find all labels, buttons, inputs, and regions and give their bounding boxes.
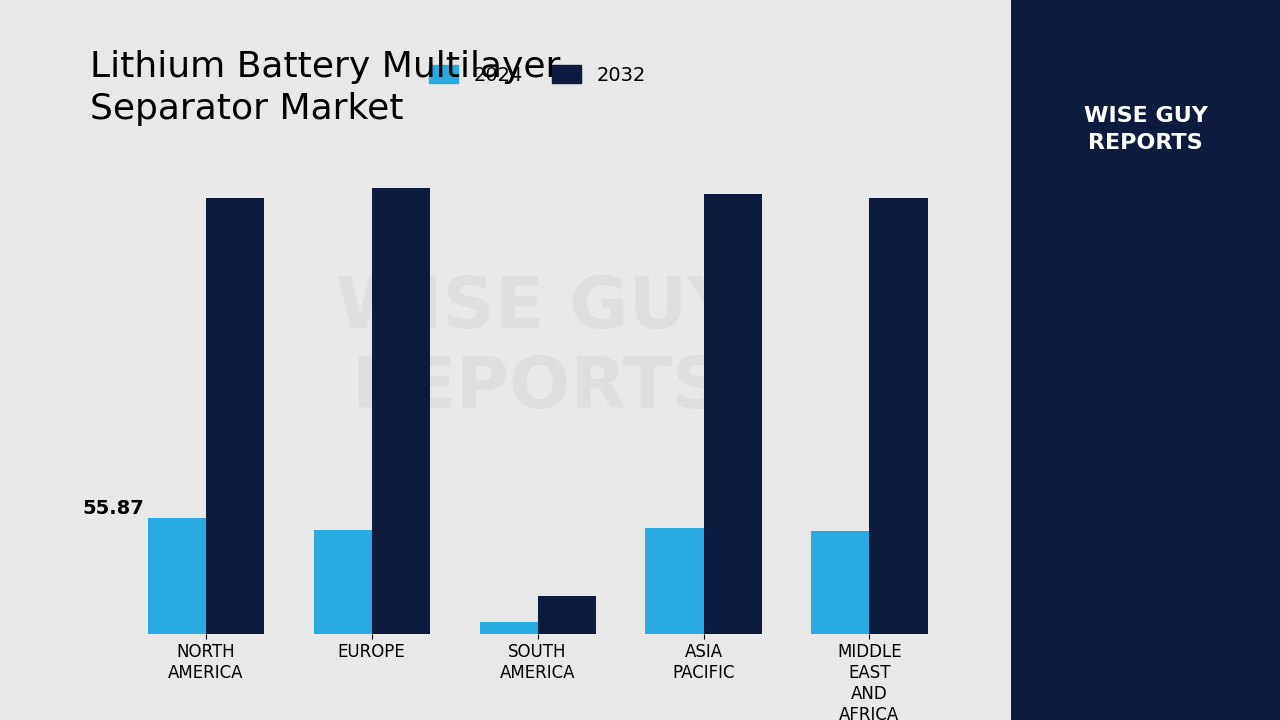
Text: 55.87: 55.87	[83, 499, 145, 518]
Bar	[704, 194, 762, 634]
Legend: 2024, 2032: 2024, 2032	[421, 58, 654, 92]
Bar	[371, 188, 430, 634]
Bar	[538, 596, 595, 634]
Text: WISE GUY
REPORTS: WISE GUY REPORTS	[1084, 107, 1207, 153]
Text: WISE GUY
REPORTS: WISE GUY REPORTS	[335, 274, 740, 423]
Bar	[147, 518, 206, 634]
Bar	[314, 530, 371, 634]
Text: Lithium Battery Multilayer
Separator Market: Lithium Battery Multilayer Separator Mar…	[90, 50, 559, 127]
Bar	[480, 622, 538, 634]
Bar	[645, 528, 704, 634]
Bar	[812, 531, 869, 634]
Bar	[206, 198, 264, 634]
Bar	[869, 198, 928, 634]
